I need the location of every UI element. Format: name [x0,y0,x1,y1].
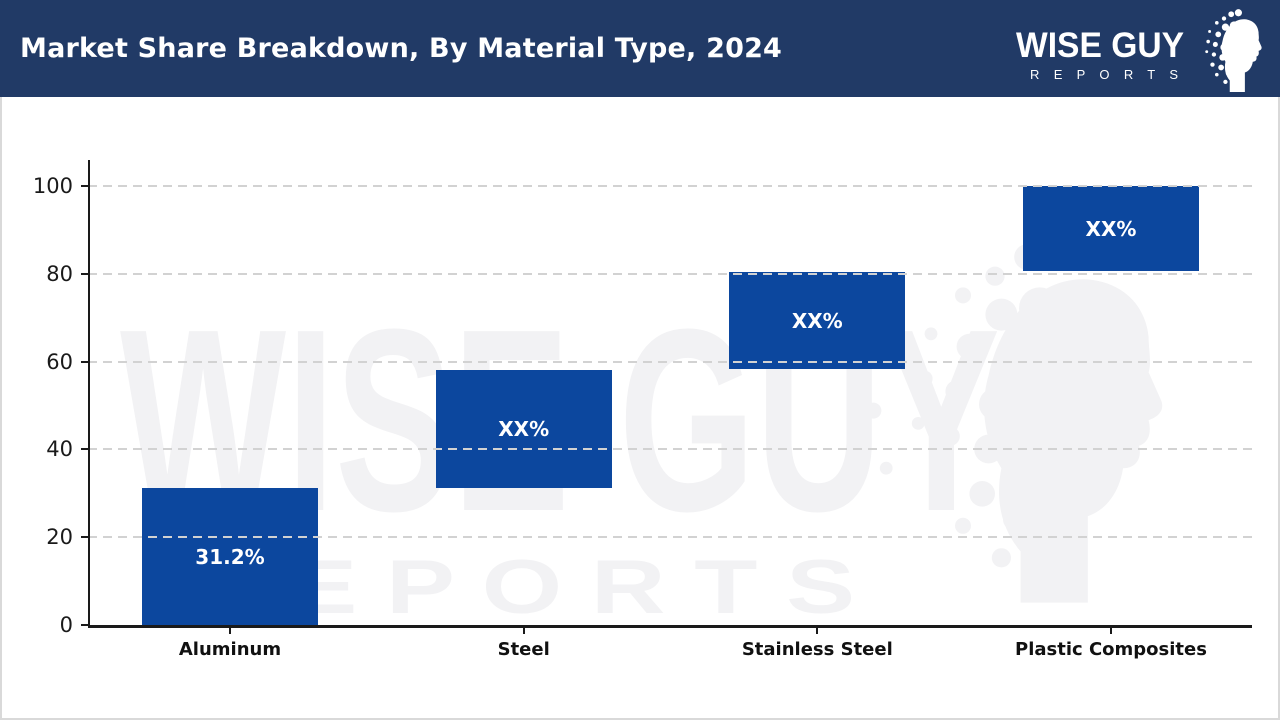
gridline-40 [88,448,1252,451]
bar-value-label-aluminum: 31.2% [195,544,265,569]
gridline-80 [88,272,1252,275]
bar-plastic-composites: XX% [1023,186,1199,272]
x-category-label-steel: Steel [497,639,550,660]
bar-steel: XX% [435,369,612,489]
y-tickmark-20 [81,536,88,539]
gridline-20 [88,536,1252,539]
x-tickmark-steel [522,627,525,634]
logo-wordmark: WISE GUY [1016,26,1184,65]
bar-aluminum: 31.2% [142,488,318,625]
x-axis-line [88,625,1252,628]
chart-plot-area: 31.2% XX% XX% XX% 0 20 40 60 80 100 Aluminum Steel S… [0,97,1280,720]
x-tickmark-plastic-composites [1110,627,1112,634]
logo-subtext: R E P O R T S [1030,67,1178,82]
y-axis-line [88,160,90,627]
gridline-60 [88,360,1252,363]
y-tickmark-40 [81,448,88,451]
x-category-label-plastic-composites: Plastic Composites [1015,639,1207,660]
y-tick-label-80: 80 [46,261,73,286]
y-tickmark-100 [81,185,88,187]
y-tickmark-80 [81,272,88,275]
y-tickmark-60 [81,360,88,363]
y-tickmark-0 [81,624,88,626]
wiseguy-logo: WISE GUY R E P O R T S [1016,9,1262,92]
wiseguy-logo-head-icon [1205,9,1262,92]
bar-stainless-steel: XX% [729,272,906,370]
x-category-label-stainless-steel: Stainless Steel [741,639,893,660]
page-border-bottom [0,718,1280,720]
gridline-100 [88,185,1252,187]
y-tick-label-20: 20 [46,525,73,550]
y-tick-label-60: 60 [46,349,73,374]
y-tick-label-0: 0 [59,613,73,637]
y-tick-label-40: 40 [46,437,73,462]
page-border-right [1278,97,1280,720]
x-tickmark-stainless-steel [816,627,819,634]
bar-value-label-steel: XX% [498,416,550,441]
bar-value-label-stainless-steel: XX% [791,308,843,333]
bar-value-label-plastic-composites: XX% [1085,216,1137,241]
x-tickmark-aluminum [229,627,231,634]
y-tick-label-100: 100 [32,174,73,198]
page-border-left [0,97,2,720]
header-bar: Market Share Breakdown, By Material Type… [0,0,1280,97]
x-category-label-aluminum: Aluminum [178,639,282,660]
page-title: Market Share Breakdown, By Material Type… [20,33,783,64]
